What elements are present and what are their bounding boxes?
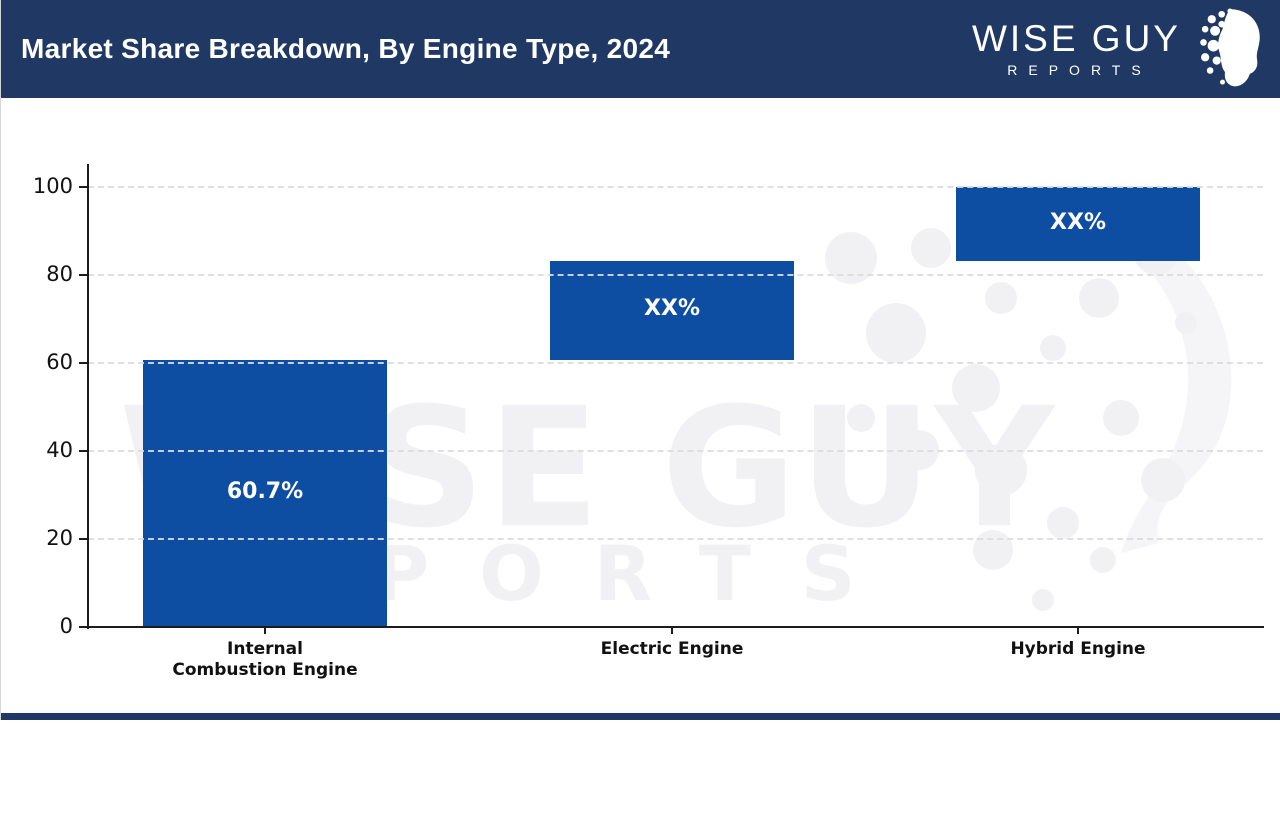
gridline xyxy=(88,450,1263,452)
bar-segment xyxy=(143,359,387,627)
bar-value-label: XX% xyxy=(644,296,700,322)
x-tick-mark xyxy=(671,627,673,634)
x-category-label: Hybrid Engine xyxy=(1010,639,1146,659)
y-tick-mark xyxy=(79,450,87,452)
brand-logo-text: WISE GUY REPORTS xyxy=(972,20,1181,78)
y-tick-mark xyxy=(79,362,87,364)
y-tick-label: 20 xyxy=(46,526,73,550)
x-category-label: Internal Combustion Engine xyxy=(172,639,358,681)
x-category-label: Electric Engine xyxy=(600,639,744,659)
y-tick-mark xyxy=(79,626,87,628)
y-tick-mark xyxy=(79,186,87,188)
y-tick-label: 0 xyxy=(59,614,73,638)
y-tick-label: 100 xyxy=(32,174,73,198)
bar-segment xyxy=(956,187,1200,261)
y-tick-label: 80 xyxy=(46,262,73,286)
brand-logo: WISE GUY REPORTS xyxy=(972,6,1267,92)
brand-subtitle: REPORTS xyxy=(1007,62,1152,78)
gridline xyxy=(88,362,1263,364)
footer-bar xyxy=(1,713,1280,720)
y-tick-mark xyxy=(79,538,87,540)
y-axis-line xyxy=(87,164,89,629)
y-tick-label: 40 xyxy=(46,438,73,462)
logo-face-icon xyxy=(1200,8,1260,87)
x-tick-mark xyxy=(264,627,266,634)
bar-segment xyxy=(550,260,794,360)
bar-value-label: 60.7% xyxy=(226,479,304,505)
y-tick-label: 60 xyxy=(46,350,73,374)
page-title: Market Share Breakdown, By Engine Type, … xyxy=(21,33,671,64)
gridline xyxy=(88,274,1263,276)
x-axis-line xyxy=(87,626,1264,628)
gridline xyxy=(88,538,1263,540)
x-tick-mark xyxy=(1077,627,1079,634)
header-bar: Market Share Breakdown, By Engine Type, … xyxy=(1,0,1280,98)
chart-area: WISE GUY REPORTS 60.7% XX% XX% 0 20 40 60 80 100… xyxy=(1,98,1280,713)
bar-value-label: XX% xyxy=(1050,209,1106,235)
brand-name: WISE GUY xyxy=(971,18,1181,59)
y-tick-mark xyxy=(79,274,87,276)
gridline xyxy=(88,186,1263,188)
